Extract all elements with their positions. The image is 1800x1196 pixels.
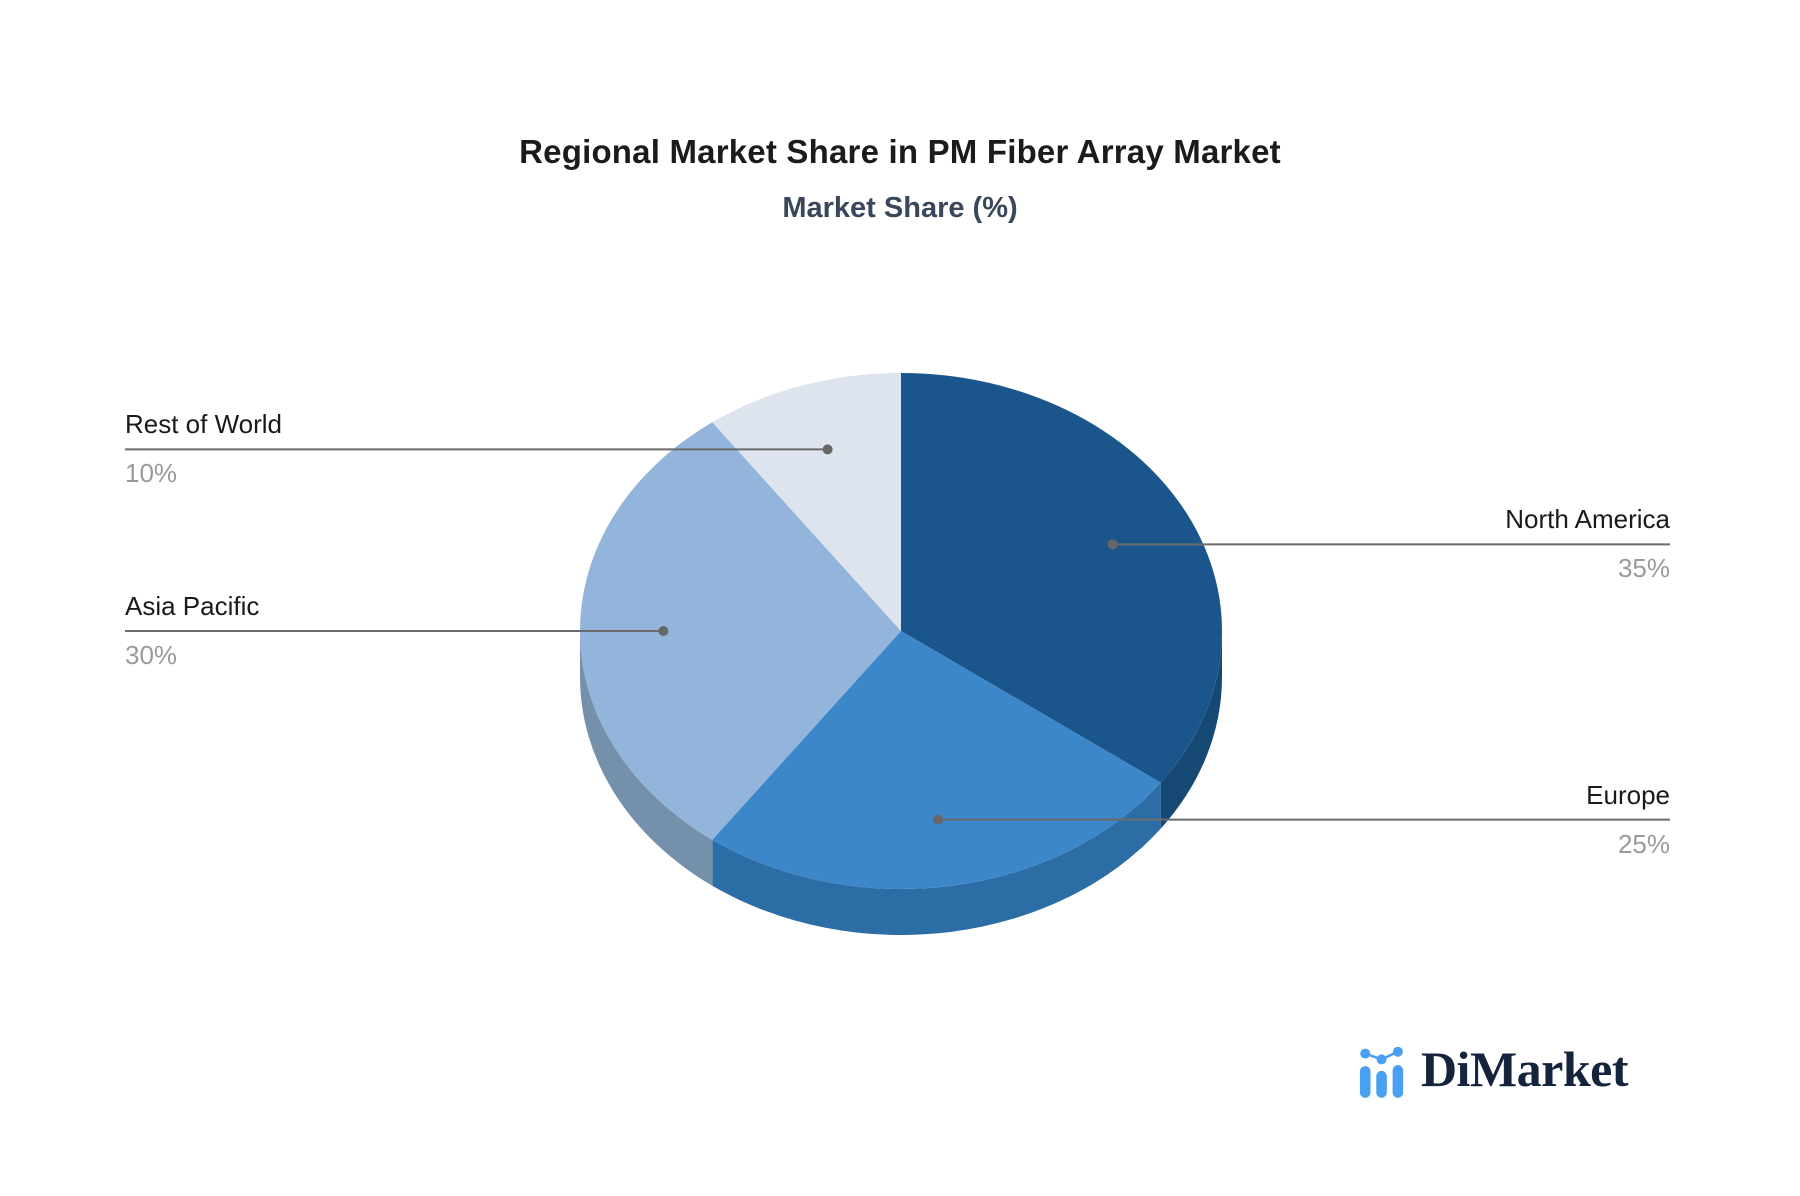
pie-slice-europe[interactable] [712, 631, 1161, 889]
pie-slice-asia-pacific[interactable] [579, 422, 901, 840]
chart-subtitle: Market Share (%) [782, 192, 1018, 224]
slice-label-north-america: North America [1505, 504, 1670, 535]
slice-label-europe: Europe [1586, 779, 1670, 810]
leader-dot-north-america [1107, 539, 1118, 550]
slice-pct-north-america: 35% [1617, 553, 1670, 584]
pie-slice-side-asia-pacific [580, 631, 713, 886]
pie-slice-side-north-america [1160, 631, 1222, 829]
leader-dot-rest-of-world [822, 444, 833, 455]
slice-pct-asia-pacific: 30% [125, 640, 178, 670]
logo-text: DiMarket [1420, 1041, 1629, 1097]
slice-label-rest-of-world: Rest of World [125, 409, 283, 440]
slice-pct-rest-of-world: 10% [125, 458, 178, 489]
chart-title: Regional Market Share in PM Fiber Array … [519, 133, 1281, 170]
pie-slice-north-america[interactable] [901, 373, 1222, 783]
pie-slice-side-europe [712, 782, 1161, 935]
dimarket-logo: DiMarket [1358, 1040, 1629, 1098]
leader-dot-asia-pacific [658, 626, 669, 636]
bar-line-chart-icon [1359, 1046, 1404, 1098]
pie-slice-rest-of-world[interactable] [712, 373, 901, 631]
slice-label-asia-pacific: Asia Pacific [125, 591, 260, 621]
slice-pct-europe: 25% [1617, 828, 1670, 859]
leader-dot-europe [933, 814, 944, 825]
